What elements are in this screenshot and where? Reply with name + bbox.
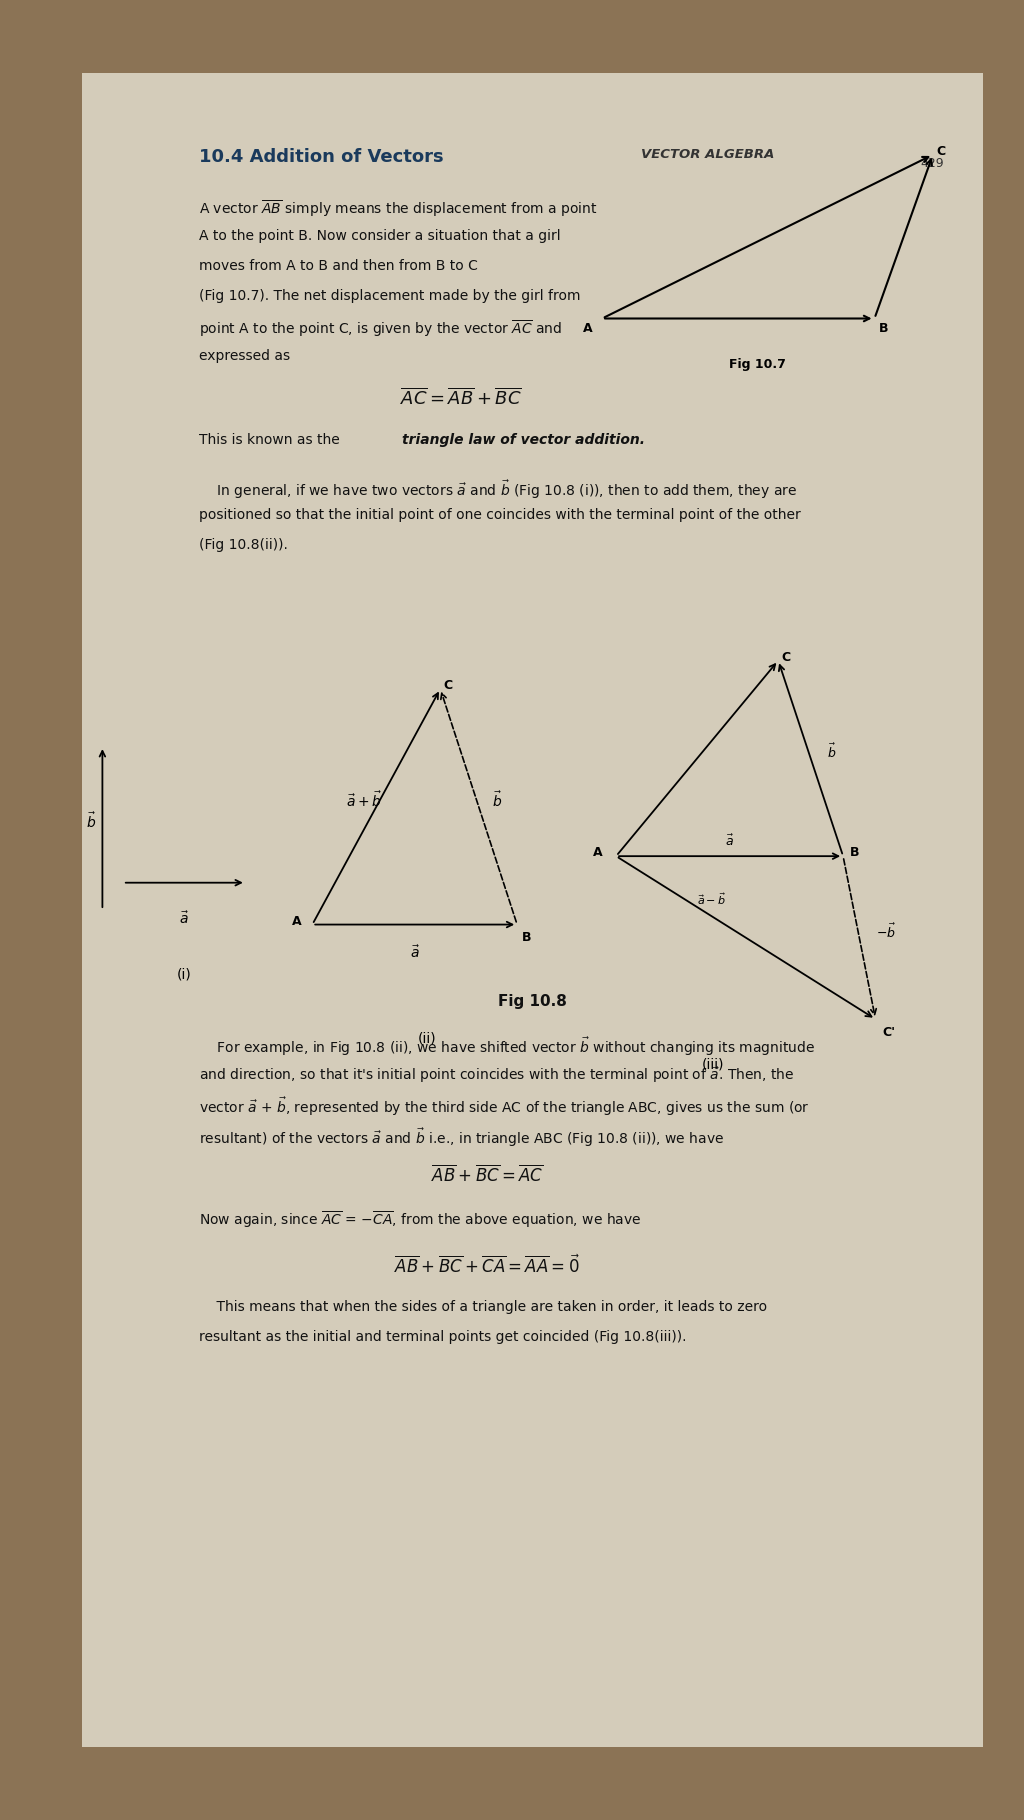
Text: This means that when the sides of a triangle are taken in order, it leads to zer: This means that when the sides of a tria… bbox=[199, 1299, 767, 1314]
Text: (Fig 10.7). The net displacement made by the girl from: (Fig 10.7). The net displacement made by… bbox=[199, 289, 581, 302]
Text: B: B bbox=[850, 846, 859, 859]
Text: resultant as the initial and terminal points get coincided (Fig 10.8(iii)).: resultant as the initial and terminal po… bbox=[199, 1330, 686, 1345]
Text: Now again, since $\overline{AC}$ = $-\overline{CA}$, from the above equation, we: Now again, since $\overline{AC}$ = $-\ov… bbox=[199, 1210, 641, 1230]
Text: and direction, so that it's initial point coincides with the terminal point of $: and direction, so that it's initial poin… bbox=[199, 1067, 795, 1085]
Text: positioned so that the initial point of one coincides with the terminal point of: positioned so that the initial point of … bbox=[199, 508, 801, 522]
Text: B: B bbox=[522, 932, 531, 945]
Text: A: A bbox=[292, 915, 301, 928]
Text: (iii): (iii) bbox=[702, 1057, 725, 1072]
Text: A to the point B. Now consider a situation that a girl: A to the point B. Now consider a situati… bbox=[199, 229, 561, 242]
Text: 10.4 Addition of Vectors: 10.4 Addition of Vectors bbox=[199, 147, 443, 166]
Text: $\vec{a}-\vec{b}$: $\vec{a}-\vec{b}$ bbox=[697, 892, 726, 906]
Text: C: C bbox=[781, 650, 791, 664]
Text: $\vec{b}$: $\vec{b}$ bbox=[826, 743, 837, 761]
Text: moves from A to B and then from B to C: moves from A to B and then from B to C bbox=[199, 258, 478, 273]
Text: Fig 10.8: Fig 10.8 bbox=[498, 994, 567, 1008]
Text: VECTOR ALGEBRA: VECTOR ALGEBRA bbox=[641, 147, 774, 162]
Text: 429: 429 bbox=[920, 157, 943, 169]
Text: This is known as the: This is known as the bbox=[199, 433, 344, 446]
Text: C: C bbox=[442, 679, 452, 692]
Text: expressed as: expressed as bbox=[199, 349, 290, 362]
Text: $\vec{a}$: $\vec{a}$ bbox=[725, 834, 734, 850]
Text: $\overline{AB} + \overline{BC} = \overline{AC}$: $\overline{AB} + \overline{BC} = \overli… bbox=[431, 1165, 544, 1185]
Text: C': C' bbox=[882, 1025, 895, 1039]
Text: B: B bbox=[879, 322, 888, 335]
Text: A vector $\overline{AB}$ simply means the displacement from a point: A vector $\overline{AB}$ simply means th… bbox=[199, 198, 598, 218]
Text: (Fig 10.8(ii)).: (Fig 10.8(ii)). bbox=[199, 539, 288, 551]
Text: A: A bbox=[593, 846, 603, 859]
Text: C: C bbox=[937, 146, 946, 158]
Text: triangle law of vector addition.: triangle law of vector addition. bbox=[401, 433, 645, 446]
FancyBboxPatch shape bbox=[82, 73, 983, 1747]
Text: point A to the point C, is given by the vector $\overline{AC}$ and: point A to the point C, is given by the … bbox=[199, 318, 562, 339]
Text: (ii): (ii) bbox=[418, 1032, 437, 1045]
Text: vector $\vec{a}$ + $\vec{b}$, represented by the third side AC of the triangle A: vector $\vec{a}$ + $\vec{b}$, represente… bbox=[199, 1096, 810, 1119]
Text: resultant) of the vectors $\vec{a}$ and $\vec{b}$ i.e., in triangle ABC (Fig 10.: resultant) of the vectors $\vec{a}$ and … bbox=[199, 1127, 724, 1148]
Text: $\vec{a}$: $\vec{a}$ bbox=[410, 945, 420, 961]
Text: A: A bbox=[583, 322, 592, 335]
Text: Fig 10.7: Fig 10.7 bbox=[729, 359, 786, 371]
Text: (i): (i) bbox=[177, 966, 191, 981]
Text: $\vec{b}$: $\vec{b}$ bbox=[492, 790, 502, 810]
Text: In general, if we have two vectors $\vec{a}$ and $\vec{b}$ (Fig 10.8 (i)), then : In general, if we have two vectors $\vec… bbox=[199, 479, 797, 501]
Text: $-\vec{b}$: $-\vec{b}$ bbox=[876, 923, 896, 941]
Text: $\vec{a}$: $\vec{a}$ bbox=[179, 910, 189, 926]
Text: $\vec{b}$: $\vec{b}$ bbox=[86, 812, 96, 832]
Text: For example, in Fig 10.8 (ii), we have shifted vector $\vec{b}$ without changing: For example, in Fig 10.8 (ii), we have s… bbox=[199, 1036, 815, 1057]
Text: $\overline{AB} + \overline{BC} + \overline{CA} = \overline{AA} = \vec{0}$: $\overline{AB} + \overline{BC} + \overli… bbox=[394, 1256, 581, 1278]
Text: $\overline{AC} = \overline{AB} + \overline{BC}$: $\overline{AC} = \overline{AB} + \overli… bbox=[399, 388, 521, 410]
Text: $\vec{a}+\vec{b}$: $\vec{a}+\vec{b}$ bbox=[346, 790, 382, 810]
